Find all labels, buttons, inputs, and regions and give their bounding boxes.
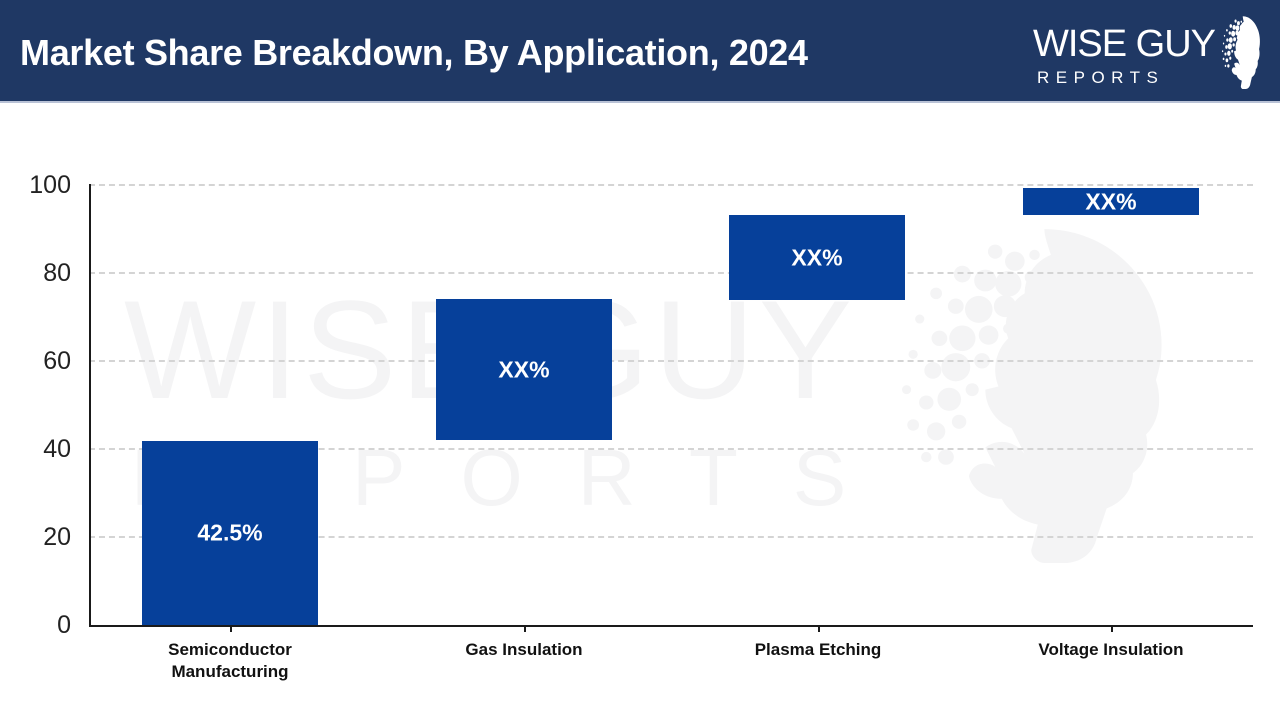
svg-text:REPORTS: REPORTS xyxy=(1037,68,1164,87)
svg-text:WISE GUY: WISE GUY xyxy=(1033,23,1216,65)
